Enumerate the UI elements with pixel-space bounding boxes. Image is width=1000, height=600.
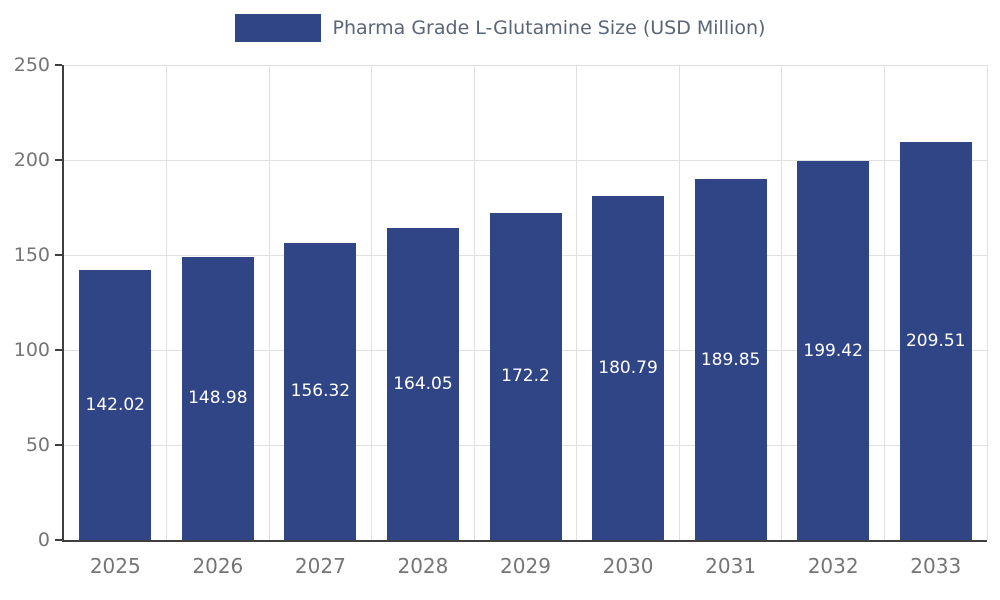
bar-2033: 209.51 [899,141,972,540]
y-axis-tick-label: 150 [13,244,50,266]
bar-value-label: 172.2 [501,366,550,387]
y-axis-tick-label: 250 [13,54,50,76]
legend-swatch [234,14,321,42]
bar-2026: 148.98 [181,256,254,540]
bar-value-label: 180.79 [598,358,658,379]
bar-2027: 156.32 [284,242,357,540]
bar-value-label: 164.05 [393,374,453,395]
legend: Pharma Grade L-Glutamine Size (USD Milli… [0,14,1000,42]
x-axis-tick-label: 2028 [397,554,449,578]
x-axis-tick-label: 2025 [89,554,141,578]
vertical-gridline [781,65,783,540]
y-axis-tick-label: 200 [13,149,50,171]
vertical-gridline [473,65,475,540]
y-axis-tick-label: 50 [25,434,50,456]
bar-2028: 164.05 [386,228,459,540]
bar-2032: 199.42 [797,161,870,540]
y-axis-tick-mark [55,539,62,541]
vertical-gridline [883,65,885,540]
x-axis-tick-label: 2031 [705,554,757,578]
y-axis-tick-label: 0 [37,529,50,551]
bar-value-label: 142.02 [85,395,145,416]
plot-area: 0 50 100 150 200 250 142.02 2025 148.98 2026 156.3… [14,54,988,578]
horizontal-gridline [64,64,987,66]
y-axis-tick-mark [55,159,62,161]
x-axis-tick-label: 2029 [500,554,551,578]
legend-label: Pharma Grade L-Glutamine Size (USD Milli… [332,17,766,39]
y-axis-tick-label: 100 [13,339,50,361]
bar-value-label: 189.85 [700,349,761,370]
vertical-gridline [986,65,988,540]
x-axis-tick-label: 2027 [294,554,346,578]
y-axis-tick-mark [55,254,62,256]
bar-value-label: 148.98 [188,388,248,409]
y-axis-tick-mark [55,444,62,446]
horizontal-gridline [64,159,987,161]
vertical-gridline [371,65,373,540]
vertical-gridline [166,65,168,540]
bar-value-label: 209.51 [905,330,966,351]
bar-2030: 180.79 [592,196,665,540]
vertical-gridline [268,65,270,540]
x-axis-tick-label: 2033 [910,554,962,578]
y-axis-tick-mark [55,64,62,66]
bar-2029: 172.2 [489,212,562,540]
bar-2025: 142.02 [79,270,152,540]
y-axis-tick-mark [55,349,62,351]
vertical-gridline [576,65,578,540]
bar-2031: 189.85 [694,179,767,540]
bar-value-label: 199.42 [803,340,863,361]
vertical-gridline [678,65,680,540]
x-axis-tick-label: 2026 [192,554,244,578]
x-axis-tick-label: 2030 [602,554,654,578]
bar-value-label: 156.32 [290,381,351,402]
x-axis-tick-label: 2032 [807,554,859,578]
